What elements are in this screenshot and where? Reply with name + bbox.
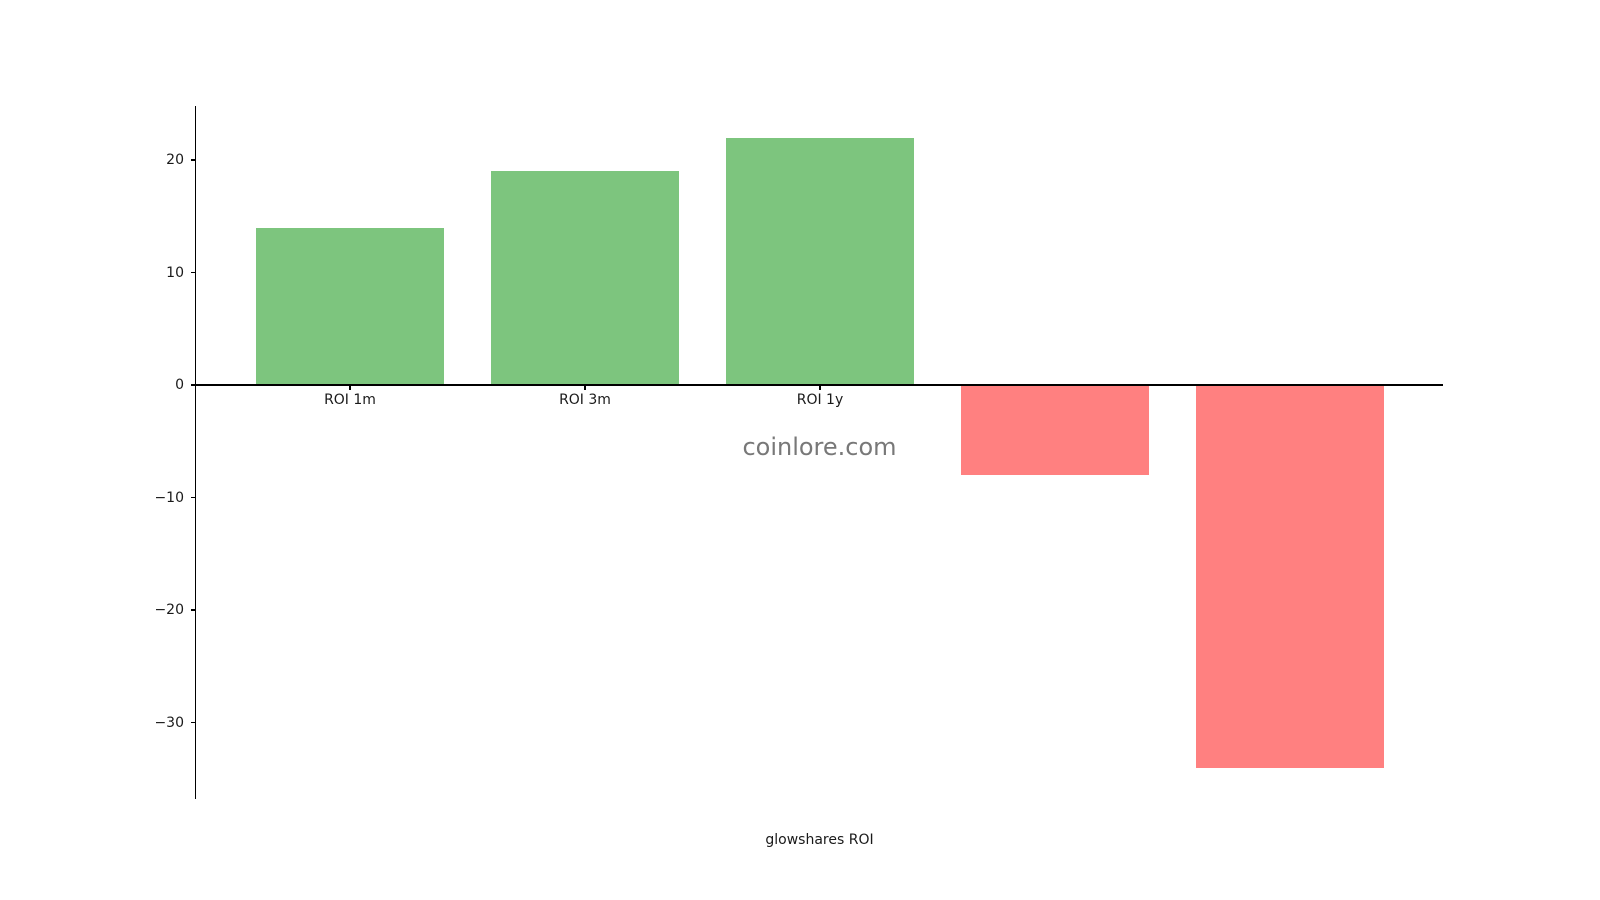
- x-tick-mark: [349, 385, 351, 390]
- y-tick-label-20: 20: [166, 152, 184, 168]
- x-tick-mark: [819, 385, 821, 390]
- plot-area: ROI 1m ROI 3m ROI 1y 20 10 0 −10 −20 −30 coinlo…: [154, 106, 1443, 799]
- bar-negative-5: [1196, 385, 1384, 768]
- x-tick-label-roi-1m: ROI 1m: [324, 392, 376, 408]
- x-axis-zero-line: [196, 384, 1443, 386]
- x-tick-label-roi-1y: ROI 1y: [796, 392, 844, 408]
- y-tick-label-neg20: −20: [154, 602, 184, 618]
- y-tick-mark: [191, 496, 196, 499]
- bar-roi-1y: [726, 137, 914, 385]
- bar-roi-3m: [491, 171, 679, 385]
- y-axis-spine: [195, 106, 197, 799]
- y-tick-mark: [191, 721, 196, 724]
- y-tick-mark: [191, 609, 196, 611]
- y-tick-mark: [191, 271, 196, 274]
- x-tick-label-roi-3m: ROI 3m: [559, 392, 611, 408]
- x-tick-mark: [584, 385, 586, 390]
- y-tick-label-neg30: −30: [154, 714, 184, 731]
- y-tick-mark: [191, 159, 196, 161]
- y-tick-label-0: 0: [175, 377, 184, 393]
- y-tick-label-10: 10: [166, 264, 184, 281]
- bar-negative-4: [961, 385, 1149, 475]
- x-axis-title: glowshares ROI: [765, 832, 874, 848]
- watermark-text: coinlore.com: [742, 433, 897, 461]
- bar-roi-1m: [256, 227, 444, 385]
- y-tick-mark: [191, 384, 196, 386]
- y-tick-label-neg10: −10: [154, 489, 184, 506]
